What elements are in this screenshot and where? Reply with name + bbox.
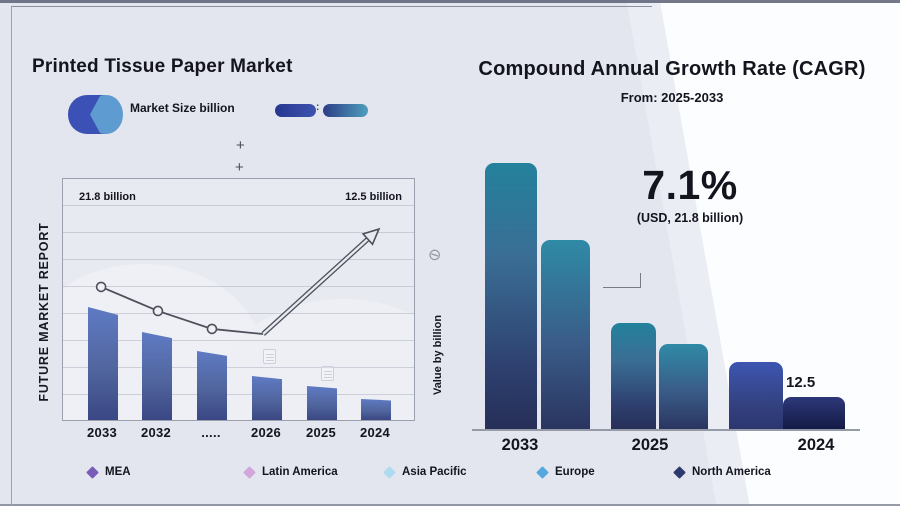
legend-label: MEA (105, 466, 131, 478)
value-2024-label: 12.5 (786, 374, 816, 391)
left-bar (307, 386, 337, 420)
legend-diamond-icon (243, 465, 256, 479)
cagr-subtitle: From: 2025-2033 (620, 90, 724, 105)
legend-item: MEA (86, 465, 131, 479)
right-bar (659, 344, 708, 429)
end-value-label: 12.5 billion (345, 191, 402, 203)
cagr-title: Compound Annual Growth Rate (CAGR) (478, 58, 866, 80)
legend-item: Latin America (243, 465, 338, 479)
ratio-separator: : (316, 102, 320, 113)
left-chart-plot: 21.8 billion 12.5 billion (62, 178, 415, 421)
legend-label: North America (692, 466, 771, 478)
watermark-vertical-text: FUTURE MARKET REPORT (37, 222, 51, 402)
step-line-decoration (603, 273, 641, 288)
document-watermark-icon (263, 349, 276, 364)
cylinder-icon (68, 95, 122, 134)
right-x-axis: 2033 2025 2024 (472, 436, 860, 456)
trend-line-arrow (95, 227, 381, 336)
left-x-tick-label: 2024 (359, 425, 391, 440)
top-border-strip (0, 0, 900, 3)
start-value-label: 21.8 billion (79, 191, 136, 203)
left-x-tick-label: 2026 (250, 425, 282, 440)
legend-item: Europe (536, 465, 595, 479)
plus-mark-icon: + (236, 137, 245, 154)
bottom-border-strip (0, 504, 900, 506)
ratio-pill-dark (275, 104, 316, 117)
gridlines (63, 179, 414, 420)
cagr-basis-note: (USD, 21.8 billion) (636, 211, 744, 225)
legend-label: Latin America (262, 466, 338, 478)
page-title: Printed Tissue Paper Market (32, 56, 293, 77)
legend-label: Europe (555, 466, 595, 478)
left-bar (142, 332, 172, 420)
plus-mark-icon: + (235, 159, 244, 176)
document-watermark-icon (321, 366, 334, 381)
region-legend: MEA Latin America Asia Pacific Europe North … (0, 465, 900, 488)
left-x-tick-label: 2025 (305, 425, 337, 440)
cagr-percentage: 7.1% (642, 162, 738, 208)
right-x-tick-label: 2033 (501, 436, 539, 454)
legend-item: Asia Pacific (383, 465, 467, 479)
right-x-tick-label: 2025 (631, 436, 669, 454)
legend-diamond-icon (673, 465, 686, 479)
left-x-axis: 2033 2032..... 2026 2025 2024 (62, 425, 415, 443)
legend-diamond-icon (86, 465, 99, 479)
right-x-tick-label: 2024 (797, 436, 835, 454)
right-bar (611, 323, 656, 429)
right-chart-plot (472, 160, 860, 431)
right-bar (541, 240, 590, 429)
legend-diamond-icon (536, 465, 549, 479)
left-x-tick-label: ..... (201, 425, 221, 440)
market-size-legend-label: Market Size billion (130, 101, 235, 115)
right-bar (783, 397, 845, 429)
value-axis-label: Value by billion (432, 314, 444, 396)
left-x-tick-label: 2033 (86, 425, 118, 440)
left-bar (88, 307, 118, 420)
ratio-pill-teal (323, 104, 368, 117)
legend-label: Asia Pacific (402, 466, 467, 478)
left-bar (197, 351, 227, 420)
left-bar (361, 399, 391, 420)
left-bar (252, 376, 282, 420)
legend-diamond-icon (383, 465, 396, 479)
left-x-tick-label: 2032 (140, 425, 172, 440)
legend-item: North America (673, 465, 771, 479)
left-frame-border (11, 6, 652, 506)
right-bar (485, 163, 537, 429)
right-bar (729, 362, 783, 429)
